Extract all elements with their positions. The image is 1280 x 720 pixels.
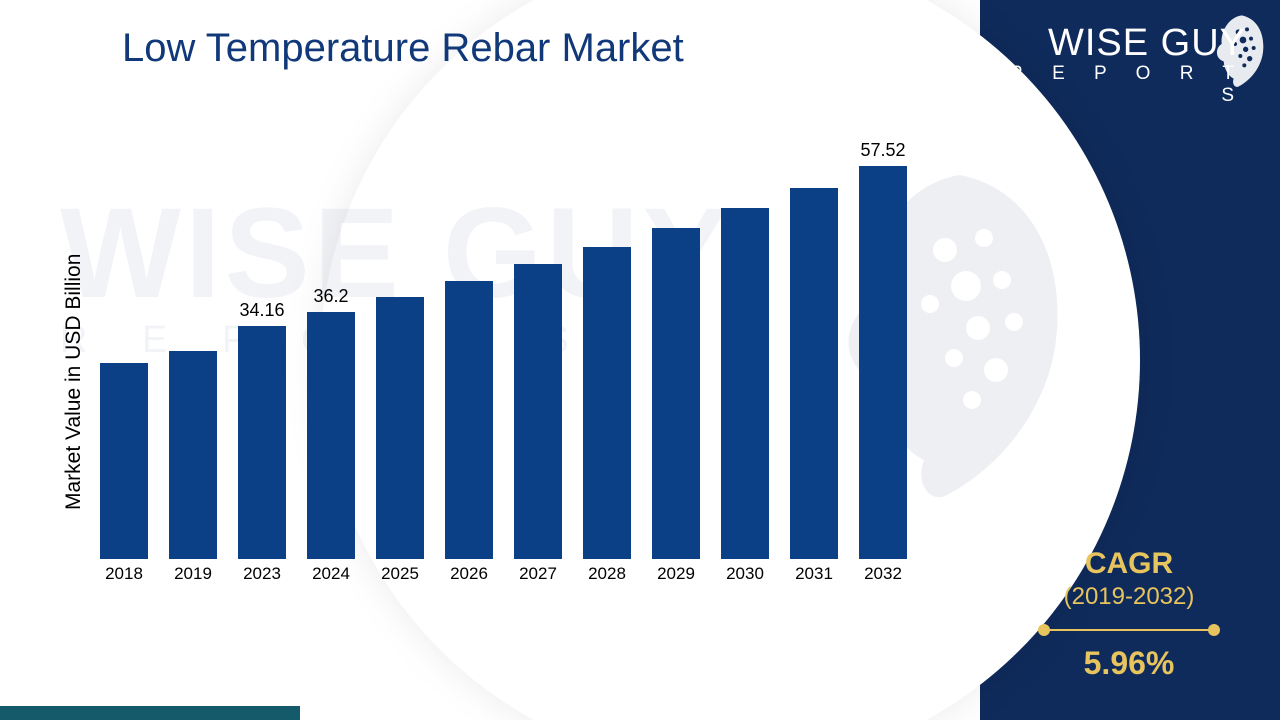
brand-line2: R E P O R T S	[996, 63, 1246, 107]
x-tick-label: 2024	[297, 564, 365, 584]
x-tick-label: 2023	[228, 564, 296, 584]
bar-rect	[100, 363, 148, 559]
x-tick-label: 2032	[849, 564, 917, 584]
x-tick-label: 2018	[90, 564, 158, 584]
x-tick-label: 2031	[780, 564, 848, 584]
bar-value-label: 36.2	[291, 286, 371, 307]
x-tick-label: 2019	[159, 564, 227, 584]
bar-rect	[514, 264, 562, 559]
x-tick-label: 2026	[435, 564, 503, 584]
brand-line1: WISE GUY	[996, 22, 1246, 65]
bar-rect	[307, 312, 355, 559]
bar-rect	[169, 351, 217, 559]
brand-logo: WISE GUY R E P O R T S	[996, 22, 1246, 107]
cagr-label: CAGR	[1014, 547, 1244, 581]
bar	[169, 351, 217, 559]
bar	[721, 208, 769, 559]
x-tick-label: 2028	[573, 564, 641, 584]
bar-rect	[583, 247, 631, 559]
bar-value-label: 34.16	[222, 300, 302, 321]
bar: 57.52	[859, 166, 907, 559]
bar	[652, 228, 700, 559]
cagr-block: CAGR (2019-2032) 5.96%	[1014, 547, 1244, 682]
bar	[100, 363, 148, 559]
bar	[583, 247, 631, 559]
bar-rect	[721, 208, 769, 559]
bar-value-label: 57.52	[843, 140, 923, 161]
bar	[514, 264, 562, 559]
bar-chart: Market Value in USD Billion 34.1636.257.…	[50, 150, 920, 590]
x-tick-label: 2027	[504, 564, 572, 584]
plot-area: 34.1636.257.52	[100, 150, 907, 560]
bar	[376, 297, 424, 559]
cagr-range: (2019-2032)	[1014, 583, 1244, 611]
bar-rect	[859, 166, 907, 559]
x-tick-label: 2029	[642, 564, 710, 584]
cagr-divider	[1044, 629, 1214, 631]
x-tick-label: 2030	[711, 564, 779, 584]
bar	[445, 281, 493, 559]
bar-rect	[445, 281, 493, 559]
bar-rect	[376, 297, 424, 559]
chart-title: Low Temperature Rebar Market	[122, 26, 684, 71]
bottom-accent-strip	[0, 706, 300, 720]
bar-rect	[238, 326, 286, 559]
bar: 34.16	[238, 326, 286, 559]
y-axis-label: Market Value in USD Billion	[62, 254, 86, 510]
bar-rect	[790, 188, 838, 559]
bar	[790, 188, 838, 559]
bar-rect	[652, 228, 700, 559]
bar: 36.2	[307, 312, 355, 559]
cagr-value: 5.96%	[1014, 645, 1244, 682]
x-tick-label: 2025	[366, 564, 434, 584]
